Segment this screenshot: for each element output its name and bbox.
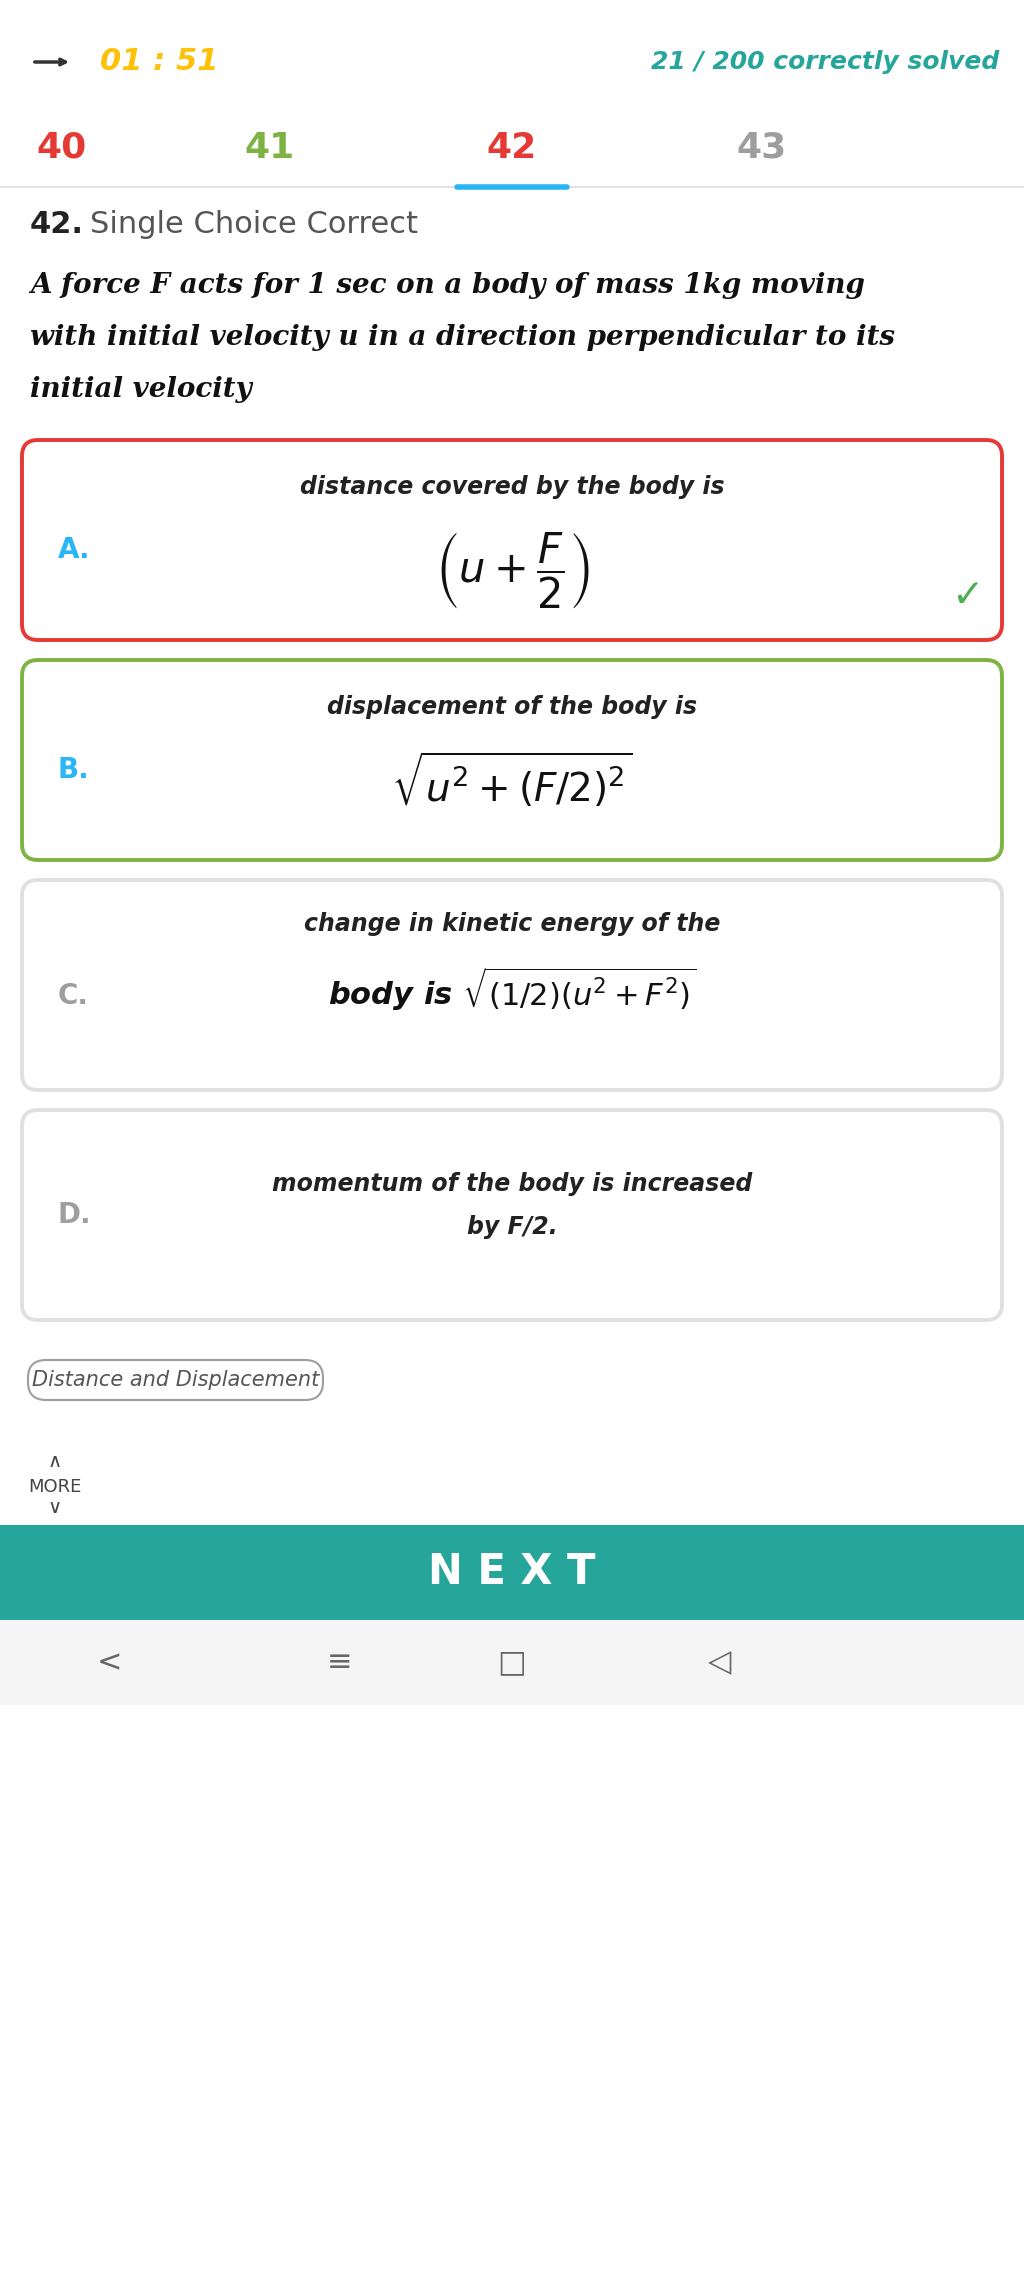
- Bar: [0, 1620, 1024, 1704]
- Text: momentum of the body is increased: momentum of the body is increased: [272, 1172, 752, 1197]
- Text: ∨: ∨: [48, 1497, 62, 1517]
- FancyBboxPatch shape: [22, 660, 1002, 860]
- Text: □: □: [498, 1647, 526, 1677]
- Text: 42.: 42.: [30, 209, 84, 239]
- Text: C.: C.: [58, 981, 89, 1010]
- Text: MORE: MORE: [29, 1479, 82, 1497]
- Text: Distance and Displacement: Distance and Displacement: [32, 1370, 319, 1390]
- Bar: [0, 1704, 1024, 2275]
- Text: 01 : 51: 01 : 51: [100, 48, 218, 77]
- FancyBboxPatch shape: [28, 1360, 323, 1399]
- Text: 42: 42: [486, 132, 538, 166]
- Text: 41: 41: [245, 132, 295, 166]
- Text: A.: A.: [58, 537, 91, 564]
- Text: body is $\sqrt{(1/2)(u^2 + F^2)}$: body is $\sqrt{(1/2)(u^2 + F^2)}$: [328, 965, 696, 1012]
- Text: 21 / 200 correctly solved: 21 / 200 correctly solved: [650, 50, 999, 75]
- Text: initial velocity: initial velocity: [30, 375, 252, 403]
- Text: displacement of the body is: displacement of the body is: [327, 694, 697, 719]
- Bar: [0, 0, 1024, 105]
- Text: with initial velocity u in a direction perpendicular to its: with initial velocity u in a direction p…: [30, 323, 895, 350]
- Text: N E X T: N E X T: [428, 1552, 596, 1592]
- Text: Single Choice Correct: Single Choice Correct: [90, 209, 418, 239]
- Text: 43: 43: [737, 132, 787, 166]
- Text: D.: D.: [58, 1201, 91, 1228]
- Text: B.: B.: [58, 755, 90, 785]
- Text: $\sqrt{u^2 + (F/2)^2}$: $\sqrt{u^2 + (F/2)^2}$: [391, 751, 633, 810]
- Text: ∧: ∧: [48, 1451, 62, 1472]
- FancyBboxPatch shape: [22, 439, 1002, 639]
- Bar: [0, 105, 1024, 184]
- Text: ✓: ✓: [951, 578, 984, 614]
- Text: ≡: ≡: [328, 1647, 352, 1677]
- FancyBboxPatch shape: [22, 1110, 1002, 1320]
- Text: A force F acts for 1 sec on a body of mass 1kg moving: A force F acts for 1 sec on a body of ma…: [30, 273, 865, 298]
- FancyBboxPatch shape: [22, 880, 1002, 1090]
- Text: ◁: ◁: [709, 1647, 732, 1677]
- Text: 40: 40: [37, 132, 87, 166]
- Text: change in kinetic energy of the: change in kinetic energy of the: [304, 912, 720, 935]
- Text: <: <: [97, 1647, 123, 1677]
- Text: $\left(u + \dfrac{F}{2}\right)$: $\left(u + \dfrac{F}{2}\right)$: [435, 530, 589, 612]
- Bar: [0, 1431, 1024, 1524]
- Text: by F/2.: by F/2.: [467, 1215, 557, 1240]
- Bar: [0, 1524, 1024, 1620]
- Text: distance covered by the body is: distance covered by the body is: [300, 475, 724, 498]
